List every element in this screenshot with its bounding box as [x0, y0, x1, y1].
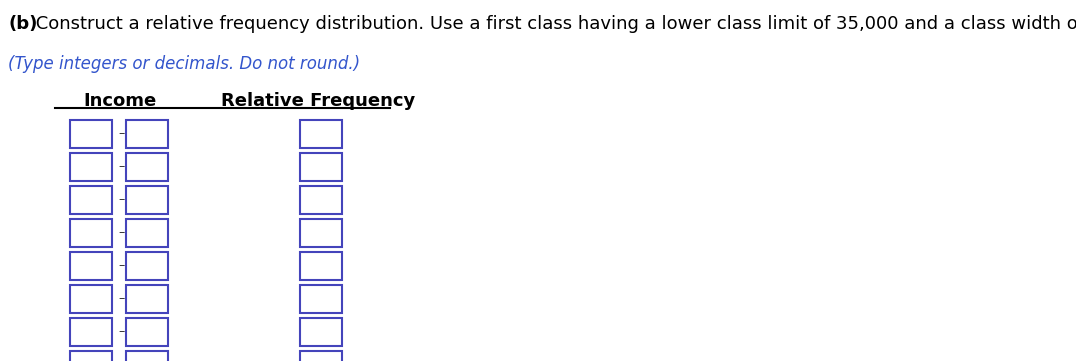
Bar	[300, 120, 342, 148]
Bar	[126, 351, 168, 361]
Text: –: –	[118, 358, 124, 361]
Bar	[70, 219, 112, 247]
Bar	[126, 252, 168, 280]
Bar	[126, 318, 168, 346]
Bar	[126, 219, 168, 247]
Bar	[126, 153, 168, 181]
Bar	[300, 153, 342, 181]
Text: (Type integers or decimals. Do not round.): (Type integers or decimals. Do not round…	[8, 55, 360, 73]
Text: Construct a relative frequency distribution. Use a first class having a lower cl: Construct a relative frequency distribut…	[30, 15, 1076, 33]
Text: –: –	[118, 292, 124, 305]
Bar	[70, 285, 112, 313]
Bar	[126, 285, 168, 313]
Bar	[126, 186, 168, 214]
Text: –: –	[118, 326, 124, 339]
Text: –: –	[118, 127, 124, 140]
Bar	[300, 186, 342, 214]
Text: Relative Frequency: Relative Frequency	[221, 92, 415, 110]
Bar	[300, 351, 342, 361]
Text: –: –	[118, 161, 124, 174]
Text: –: –	[118, 193, 124, 206]
Bar	[70, 186, 112, 214]
Bar	[70, 351, 112, 361]
Text: (b): (b)	[8, 15, 38, 33]
Bar	[300, 285, 342, 313]
Text: Income: Income	[83, 92, 157, 110]
Bar	[70, 318, 112, 346]
Bar	[126, 120, 168, 148]
Bar	[300, 219, 342, 247]
Bar	[300, 318, 342, 346]
Bar	[70, 153, 112, 181]
Bar	[70, 120, 112, 148]
Bar	[70, 252, 112, 280]
Bar	[300, 252, 342, 280]
Text: –: –	[118, 226, 124, 239]
Text: –: –	[118, 260, 124, 273]
